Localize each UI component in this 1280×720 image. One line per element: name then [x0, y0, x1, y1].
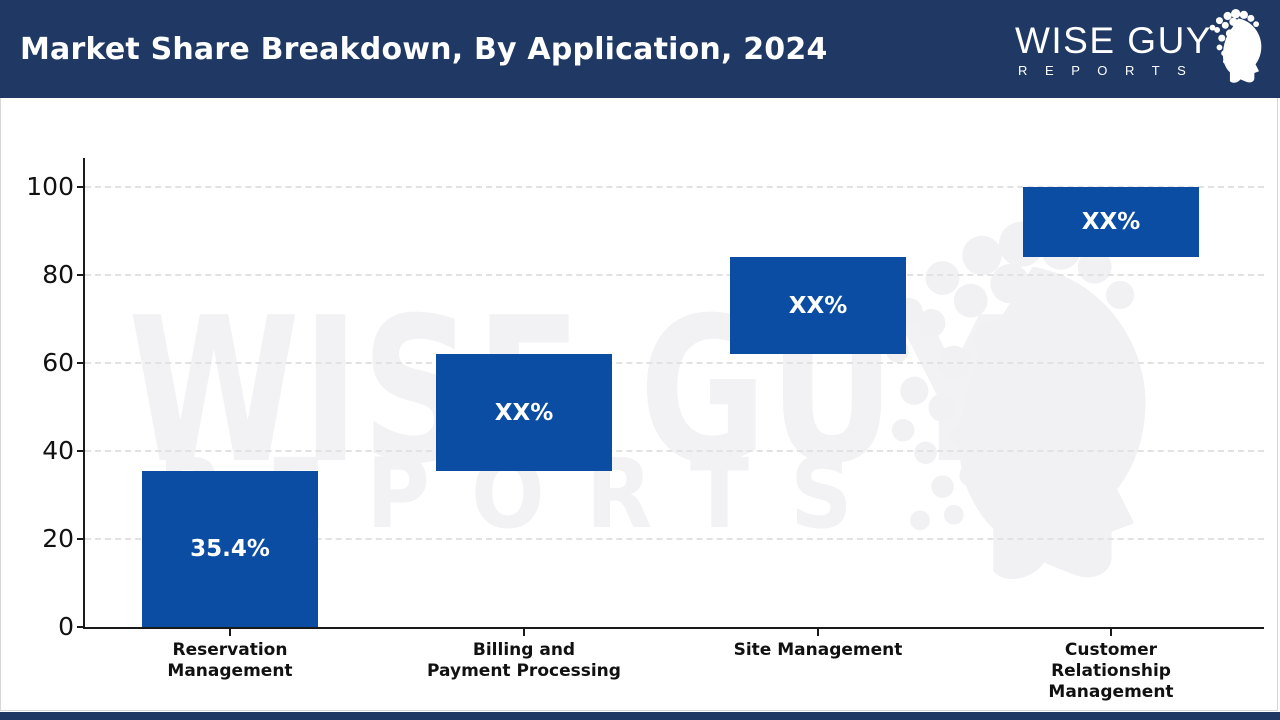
grid-line — [85, 186, 1264, 188]
bar-label: XX% — [494, 399, 554, 426]
grid-line — [85, 450, 1264, 452]
footer-bar — [0, 712, 1280, 720]
bar-label: XX% — [788, 292, 848, 319]
grid-line — [85, 274, 1264, 276]
grid-line — [85, 538, 1264, 540]
x-axis-tick — [229, 627, 231, 636]
y-tick-label: 20 — [42, 524, 74, 553]
y-axis-tick — [77, 626, 85, 628]
x-category-label: Site Management — [733, 640, 903, 660]
y-axis-tick — [77, 450, 85, 452]
bar-label: 35.4% — [190, 536, 270, 563]
y-tick-label: 80 — [42, 260, 74, 289]
y-axis-tick — [77, 538, 85, 540]
head-silhouette-icon — [1209, 9, 1262, 83]
bar-label: XX% — [1081, 209, 1141, 236]
page-title: Market Share Breakdown, By Application, … — [20, 31, 828, 67]
brand-name: WISE GUY — [1014, 20, 1212, 61]
grid-line — [85, 362, 1264, 364]
brand-logo-text: WISE GUY R E P O R T S — [1015, 22, 1212, 78]
x-category-label: Billing and Payment Processing — [427, 640, 621, 681]
brand-logo-head — [1202, 9, 1266, 91]
y-tick-label: 60 — [42, 348, 74, 377]
x-category-label: Customer Relationship Management — [1048, 640, 1174, 702]
x-category-label: Reservation Management — [167, 640, 293, 681]
y-axis-line — [83, 158, 85, 629]
y-tick-label: 40 — [42, 436, 74, 465]
bar — [730, 257, 906, 355]
header-bar: Market Share Breakdown, By Application, … — [0, 0, 1280, 98]
x-axis-tick — [1110, 627, 1112, 636]
bar — [142, 471, 318, 627]
y-tick-label: 0 — [58, 612, 74, 641]
y-tick-label: 100 — [26, 172, 74, 201]
brand-logo: WISE GUY R E P O R T S — [1015, 8, 1266, 92]
x-axis-tick — [817, 627, 819, 636]
x-axis-line — [83, 627, 1264, 629]
y-axis-tick — [77, 362, 85, 364]
x-axis-tick — [523, 627, 525, 636]
bar — [1023, 187, 1199, 258]
y-axis-tick — [77, 186, 85, 188]
bar — [436, 354, 612, 472]
y-axis-tick — [77, 274, 85, 276]
brand-subname: R E P O R T S — [1017, 63, 1193, 78]
